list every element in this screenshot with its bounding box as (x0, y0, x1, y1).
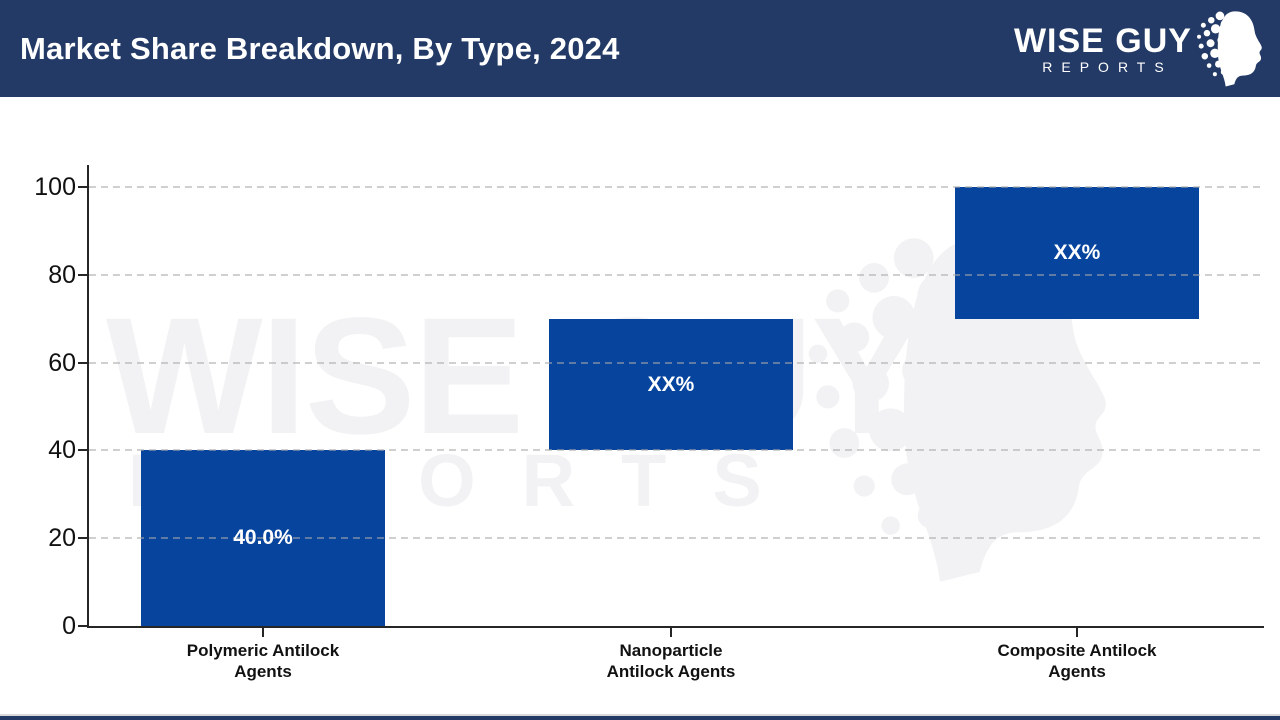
x-tick (262, 628, 264, 637)
y-tick (78, 537, 87, 540)
y-gridline (89, 449, 1264, 452)
chart-title: Market Share Breakdown, By Type, 2024 (20, 30, 620, 66)
footer-bar (0, 716, 1280, 720)
y-tick-label: 20 (48, 524, 76, 553)
y-tick (78, 186, 87, 188)
x-category-label: Nanoparticle Antilock Agents (606, 641, 736, 681)
y-tick-label: 40 (48, 436, 76, 465)
wiseguy-logo: WISE GUY REPORTS (1014, 7, 1266, 91)
x-category-label: Polymeric Antilock Agents (186, 641, 340, 681)
x-category-label: Composite Antilock Agents (997, 641, 1157, 681)
y-gridline (89, 361, 1264, 364)
y-tick (78, 625, 87, 627)
y-tick (78, 361, 87, 364)
y-axis-line (87, 165, 89, 628)
logo-face-icon (1197, 10, 1262, 86)
x-tick (670, 628, 672, 637)
logo-wordmark: WISE GUY (1013, 21, 1192, 60)
y-tick-label: 0 (62, 612, 76, 640)
y-tick (78, 449, 87, 452)
y-gridline (89, 273, 1264, 276)
x-tick (1076, 628, 1078, 637)
bar-value-label: XX% (1053, 240, 1101, 264)
bar (549, 318, 793, 451)
y-gridline (89, 186, 1264, 188)
y-tick (78, 273, 87, 276)
y-gridline (89, 537, 1264, 540)
header-bar: Market Share Breakdown, By Type, 2024 WI… (0, 0, 1280, 97)
y-tick-label: 80 (48, 260, 76, 289)
y-tick-label: 100 (34, 173, 76, 201)
bar-value-label: XX% (647, 372, 695, 396)
logo-subtext: REPORTS (1042, 58, 1173, 75)
footer-divider (0, 714, 1280, 716)
x-axis-line (87, 626, 1264, 628)
logo-text: WISE GUY REPORTS (1014, 23, 1192, 75)
y-tick-label: 60 (48, 348, 76, 377)
bar (955, 187, 1199, 319)
bar-value-label: 40.0% (233, 526, 293, 550)
